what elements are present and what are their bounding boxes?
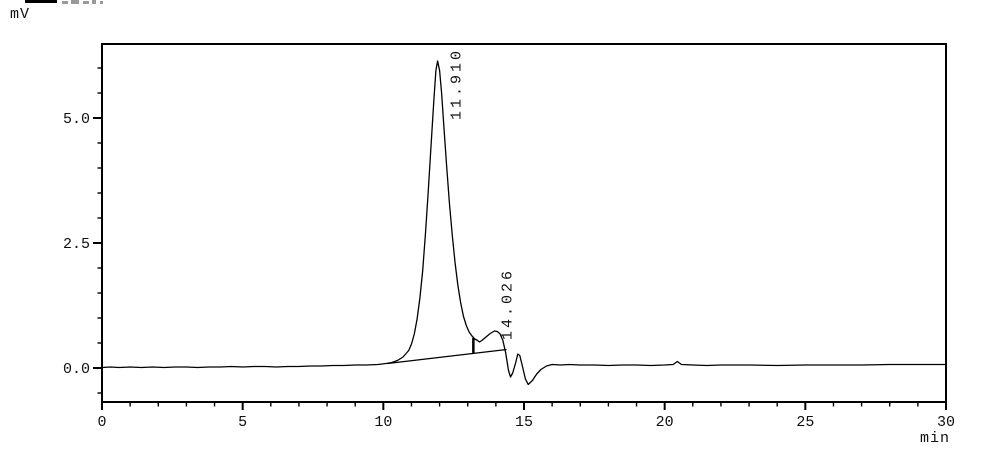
- legend-line-swatch: [25, 0, 57, 3]
- clipped-legend: [0, 0, 220, 5]
- y-tick-label: 0.0: [63, 361, 90, 378]
- peak-retention-label: 14.026: [499, 268, 516, 340]
- clipped-text-fragment: [92, 0, 96, 4]
- integration-baseline: [387, 348, 507, 365]
- x-tick-label: 5: [238, 414, 247, 431]
- signal-trace: [101, 60, 947, 386]
- y-tick-label: 5.0: [63, 111, 90, 128]
- x-tick-label: 0: [97, 414, 106, 431]
- x-tick-label: 10: [374, 414, 392, 431]
- clipped-text-fragment: [71, 0, 79, 4]
- plot-frame: [101, 43, 947, 403]
- y-tick-label: 2.5: [63, 236, 90, 253]
- y-axis-unit-label: mV: [10, 6, 31, 23]
- x-tick-label: 20: [656, 414, 674, 431]
- clipped-text-fragment: [62, 1, 68, 4]
- x-tick-label: 30: [937, 414, 955, 431]
- clipped-text-fragment: [100, 1, 103, 4]
- peak-retention-label: 11.910: [449, 48, 466, 120]
- x-tick-label: 15: [515, 414, 533, 431]
- x-axis-unit-label: min: [920, 430, 951, 447]
- clipped-text-fragment: [83, 1, 89, 4]
- x-tick-label: 25: [796, 414, 814, 431]
